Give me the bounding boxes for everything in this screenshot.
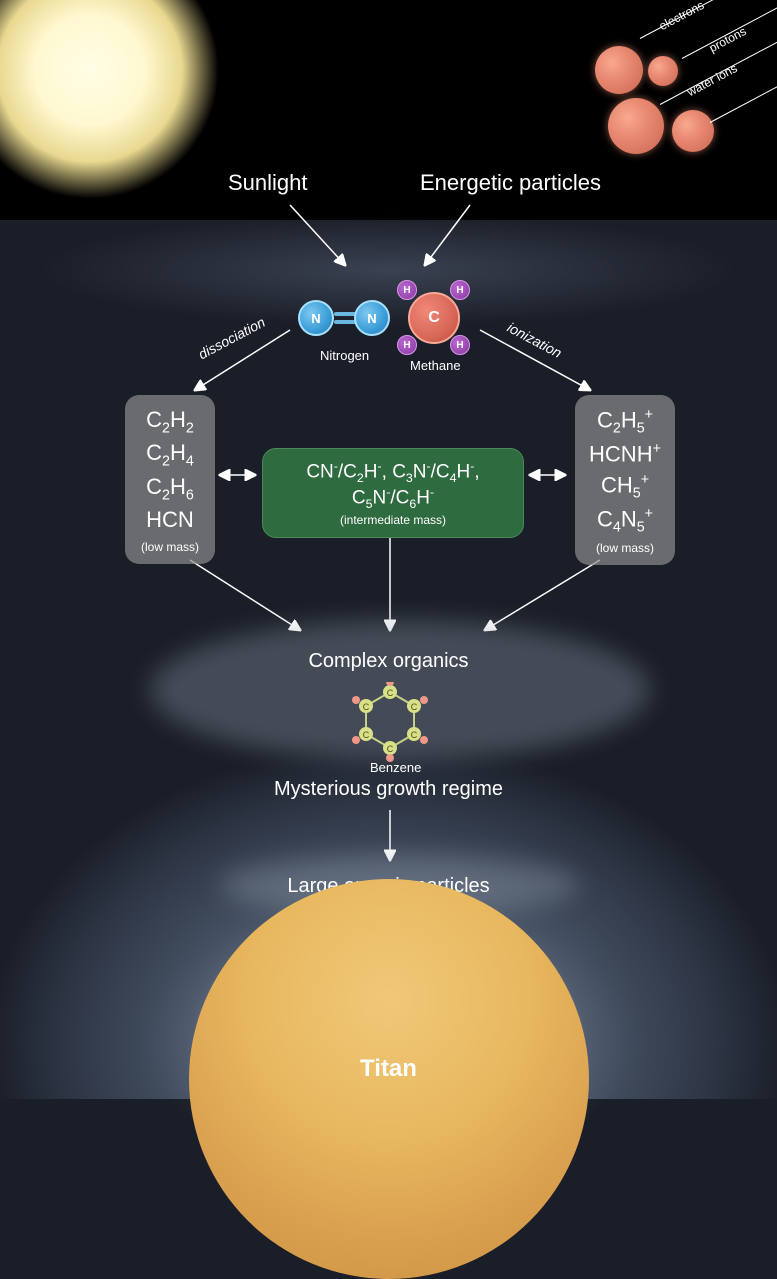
box-note: (intermediate mass) xyxy=(281,513,505,527)
formula: C2H6 xyxy=(139,472,201,505)
formula: HCNH+ xyxy=(589,439,661,470)
n-atom: N xyxy=(354,300,390,336)
low-mass-ions-box: C2H5+ HCNH+ CH5+ C4N5+ (low mass) xyxy=(575,395,675,565)
formula: C4N5+ xyxy=(589,504,661,538)
mysterious-growth-label: Mysterious growth regime xyxy=(0,778,777,801)
svg-text:C: C xyxy=(411,702,418,712)
h-atom: H xyxy=(397,335,417,355)
h-atom: H xyxy=(450,280,470,300)
formula: CN-/C2H-, C3N-/C4H-, C5N-/C6H- xyxy=(281,459,505,511)
benzene-molecule: C C C C C C xyxy=(350,682,430,762)
formula: CH5+ xyxy=(589,470,661,504)
svg-text:C: C xyxy=(387,744,394,754)
formula: C2H4 xyxy=(139,438,201,471)
bond xyxy=(334,312,356,316)
formula: HCN xyxy=(139,505,201,536)
bond xyxy=(334,320,356,324)
h-atom: H xyxy=(397,280,417,300)
n-atom: N xyxy=(298,300,334,336)
box-note: (low mass) xyxy=(589,541,661,555)
benzene-label: Benzene xyxy=(370,760,421,775)
intermediate-mass-box: CN-/C2H-, C3N-/C4H-, C5N-/C6H- (intermed… xyxy=(262,448,524,538)
svg-text:C: C xyxy=(411,730,418,740)
nitrogen-label: Nitrogen xyxy=(320,348,369,363)
complex-organics-label: Complex organics xyxy=(0,650,777,673)
c-atom: C xyxy=(408,292,460,344)
formula: C2H2 xyxy=(139,405,201,438)
svg-text:C: C xyxy=(363,702,370,712)
formula: C2H5+ xyxy=(589,405,661,439)
svg-text:C: C xyxy=(387,688,394,698)
methane-label: Methane xyxy=(410,358,461,373)
h-atom: H xyxy=(450,335,470,355)
low-mass-neutrals-box: C2H2 C2H4 C2H6 HCN (low mass) xyxy=(125,395,215,564)
svg-text:C: C xyxy=(363,730,370,740)
box-note: (low mass) xyxy=(139,540,201,554)
titan-label: Titan xyxy=(0,1055,777,1083)
